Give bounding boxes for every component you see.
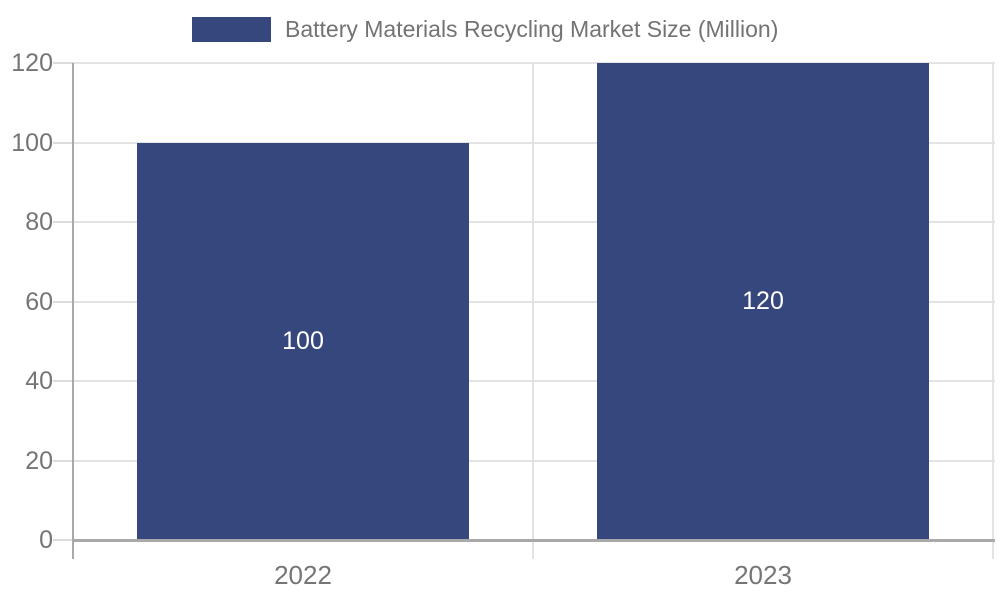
gridline bbox=[73, 221, 995, 223]
category-gridline bbox=[992, 63, 994, 559]
y-tick-label: 0 bbox=[39, 526, 53, 554]
y-tick-label: 100 bbox=[11, 129, 53, 157]
y-tick-label: 60 bbox=[25, 288, 53, 316]
y-tick-label: 40 bbox=[25, 367, 53, 395]
y-tick bbox=[53, 62, 73, 64]
legend-label: Battery Materials Recycling Market Size … bbox=[285, 16, 779, 42]
bar[interactable] bbox=[137, 143, 469, 540]
gridline bbox=[73, 460, 995, 462]
category-gridline bbox=[532, 63, 534, 559]
gridline bbox=[73, 62, 995, 64]
y-tick-label: 80 bbox=[25, 208, 53, 236]
x-tick-label: 2023 bbox=[734, 560, 792, 590]
gridline bbox=[73, 380, 995, 382]
y-tick bbox=[53, 539, 73, 541]
y-axis-line bbox=[72, 63, 74, 559]
y-tick bbox=[53, 301, 73, 303]
y-tick bbox=[53, 380, 73, 382]
bar-value-label: 120 bbox=[742, 287, 784, 315]
x-axis-line bbox=[72, 539, 995, 542]
y-tick bbox=[53, 460, 73, 462]
legend-swatch bbox=[192, 17, 271, 42]
bar-value-label: 100 bbox=[282, 327, 324, 355]
y-tick bbox=[53, 142, 73, 144]
y-tick-label: 120 bbox=[11, 49, 53, 77]
legend[interactable]: Battery Materials Recycling Market Size … bbox=[192, 17, 778, 42]
y-tick-label: 20 bbox=[25, 447, 53, 475]
bar[interactable] bbox=[597, 63, 929, 540]
gridline bbox=[73, 301, 995, 303]
x-tick-label: 2022 bbox=[274, 560, 332, 590]
y-tick bbox=[53, 221, 73, 223]
gridline bbox=[73, 142, 995, 144]
